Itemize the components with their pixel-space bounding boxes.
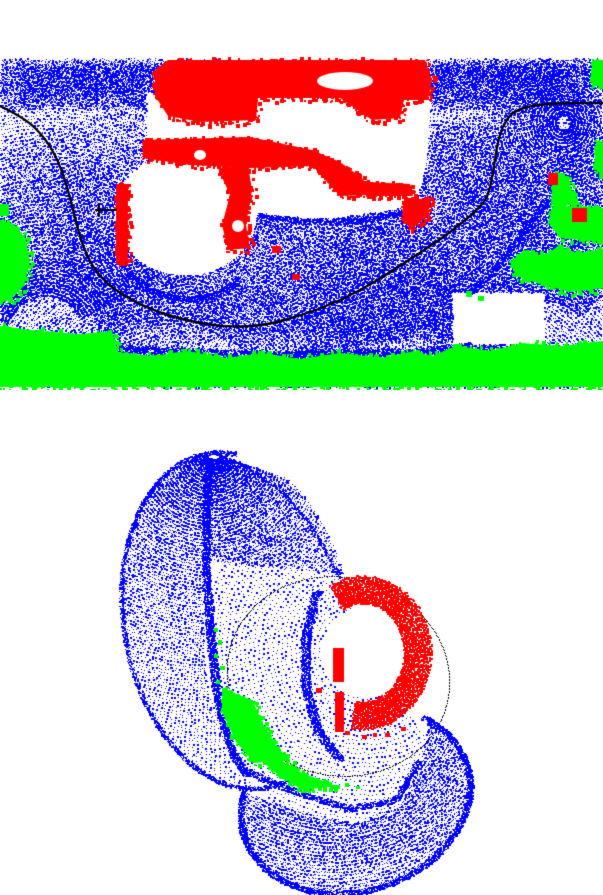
perspective-view-canvas: [0, 390, 603, 895]
panorama-projection-canvas: [0, 0, 603, 390]
